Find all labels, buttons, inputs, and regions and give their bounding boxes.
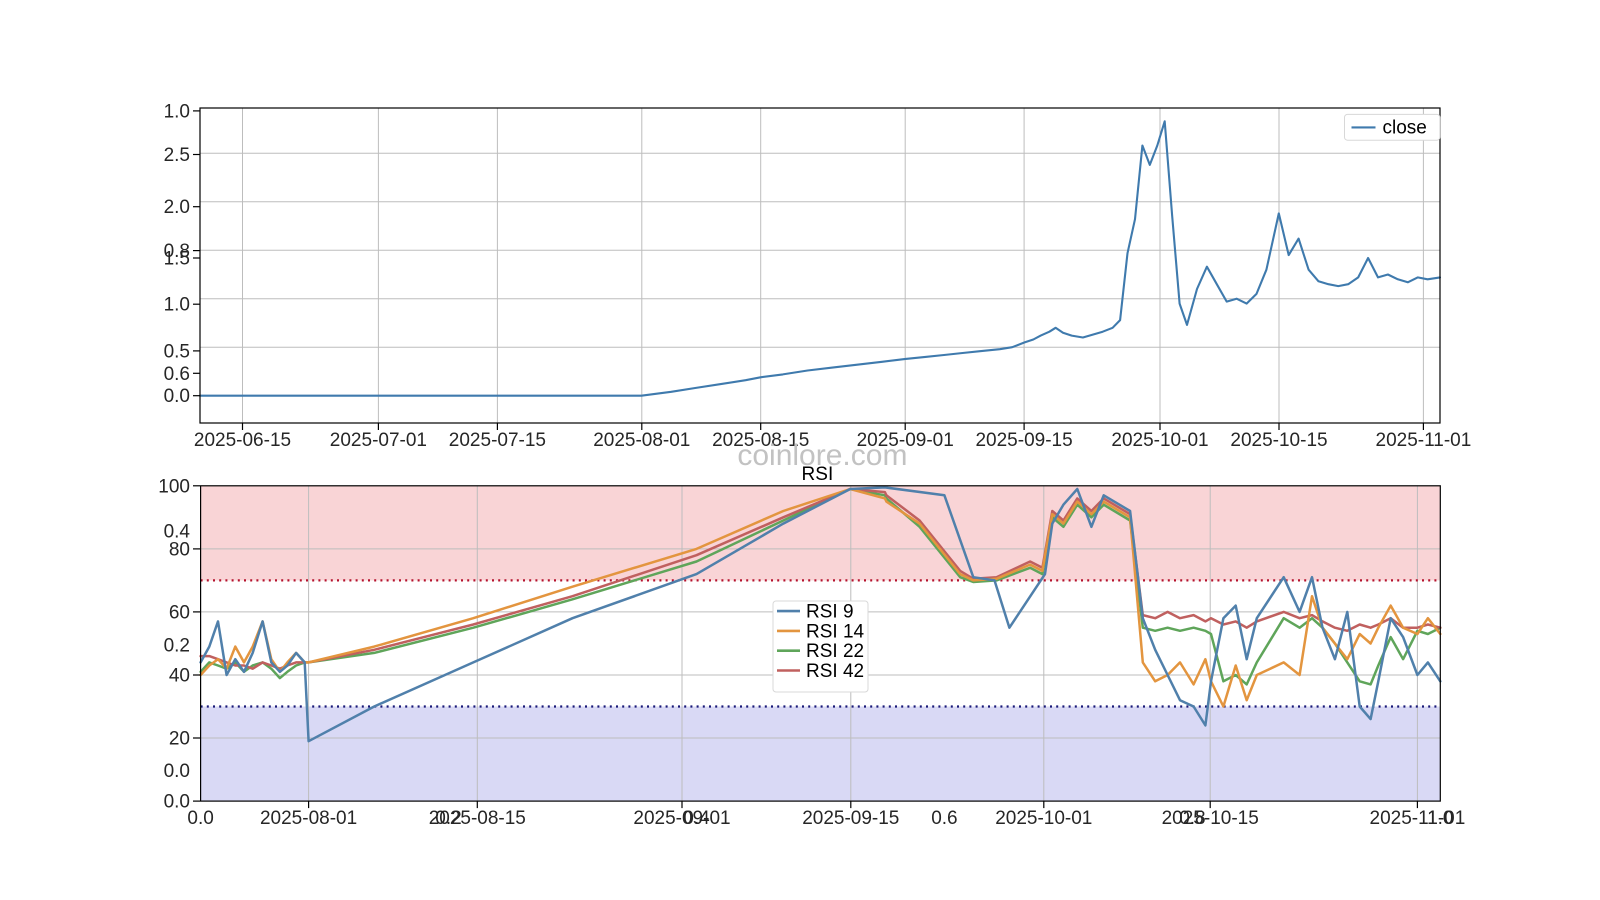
- svg-text:0.4: 0.4: [683, 808, 710, 829]
- svg-text:2.5: 2.5: [164, 145, 190, 166]
- svg-text:2025-10-15: 2025-10-15: [1162, 808, 1259, 829]
- svg-text:0.2: 0.2: [164, 635, 190, 656]
- svg-text:2025-09-15: 2025-09-15: [975, 430, 1072, 451]
- svg-text:2025-09-01: 2025-09-01: [633, 808, 730, 829]
- svg-text:80: 80: [169, 539, 190, 560]
- svg-text:0.2: 0.2: [435, 808, 461, 829]
- svg-text:0.6: 0.6: [931, 808, 957, 829]
- svg-text:0.4: 0.4: [164, 522, 191, 543]
- svg-text:RSI 9: RSI 9: [806, 602, 854, 623]
- svg-text:0.0: 0.0: [164, 761, 190, 782]
- svg-text:20: 20: [169, 729, 190, 750]
- svg-text:2025-07-15: 2025-07-15: [449, 430, 546, 451]
- svg-text:1.0: 1.0: [164, 295, 190, 316]
- svg-text:2025-07-01: 2025-07-01: [330, 430, 427, 451]
- svg-text:close: close: [1383, 117, 1427, 138]
- svg-text:2025-11-01: 2025-11-01: [1376, 430, 1472, 451]
- svg-text:2025-10-01: 2025-10-01: [995, 808, 1092, 829]
- svg-text:2025-08-01: 2025-08-01: [260, 808, 357, 829]
- svg-text:0.0: 0.0: [187, 808, 213, 829]
- svg-text:0.5: 0.5: [164, 341, 190, 362]
- svg-text:RSI 42: RSI 42: [806, 661, 864, 682]
- svg-text:RSI 14: RSI 14: [806, 621, 865, 642]
- svg-text:0.8: 0.8: [1179, 808, 1205, 829]
- svg-text:RSI: RSI: [802, 464, 834, 485]
- svg-text:2025-09-15: 2025-09-15: [802, 808, 899, 829]
- svg-text:60: 60: [169, 602, 190, 623]
- svg-text:100: 100: [158, 476, 190, 497]
- svg-text:1.0: 1.0: [164, 101, 190, 122]
- svg-text:2025-10-01: 2025-10-01: [1111, 430, 1208, 451]
- svg-text:0.6: 0.6: [164, 364, 190, 385]
- svg-text:2025-06-15: 2025-06-15: [194, 430, 291, 451]
- svg-text:1.5: 1.5: [164, 249, 190, 270]
- svg-text:RSI 22: RSI 22: [806, 641, 864, 662]
- svg-text:0.0: 0.0: [164, 792, 190, 813]
- svg-text:2025-10-15: 2025-10-15: [1230, 430, 1327, 451]
- svg-text:40: 40: [169, 666, 190, 687]
- svg-text:2.0: 2.0: [164, 197, 190, 218]
- svg-text:0.0: 0.0: [164, 386, 190, 407]
- svg-text:2025-08-01: 2025-08-01: [593, 430, 690, 451]
- svg-text:1.0: 1.0: [1427, 808, 1453, 829]
